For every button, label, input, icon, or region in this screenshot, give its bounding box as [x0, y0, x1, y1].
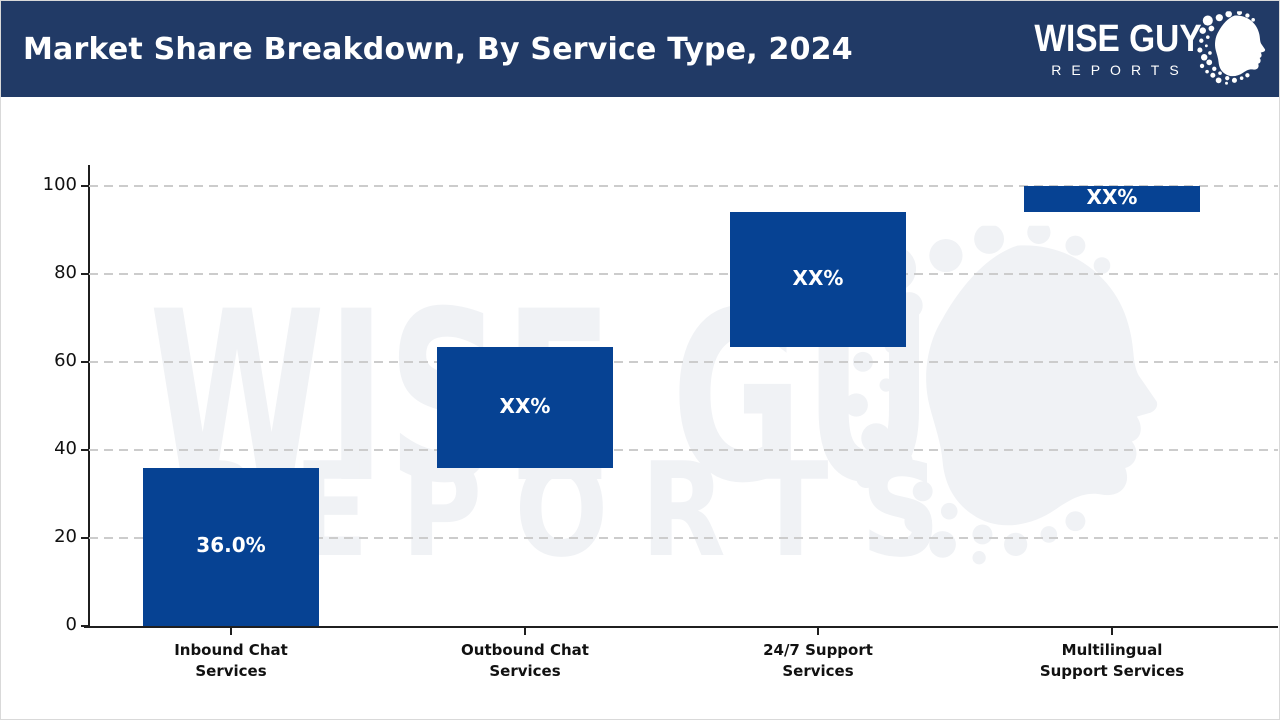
x-tick-mark [230, 628, 232, 635]
bar-segment [1024, 186, 1200, 213]
y-tick-label: 20 [54, 526, 77, 547]
x-tick-mark [817, 628, 819, 635]
category-label: Outbound Chat Services [461, 641, 589, 680]
brand-logo: WISE GUY REPORTS [1023, 9, 1269, 89]
logo-head-icon [1197, 9, 1269, 89]
gridline [89, 361, 1278, 363]
bar-segment [143, 467, 319, 626]
y-tick-label: 100 [42, 174, 77, 195]
bar-value-label: XX% [1086, 185, 1138, 210]
y-tick-mark [81, 185, 88, 187]
chart-area: WISE GU REPORTS 0 20 40 60 80 100 36.0% Inbound… [1, 97, 1279, 717]
bar-value-label: 36.0% [196, 532, 266, 557]
y-tick-mark [81, 449, 88, 451]
category-label: Inbound Chat Services [174, 641, 288, 680]
x-tick-mark [524, 628, 526, 635]
bar-value-label: XX% [792, 265, 844, 290]
x-tick-mark [1111, 628, 1113, 635]
y-tick-label: 80 [54, 262, 77, 283]
plot-area: 0 20 40 60 80 100 36.0% Inbound Chat Services XX… [1, 97, 1279, 717]
y-axis-line [88, 165, 90, 626]
bar-value-label: XX% [499, 393, 551, 418]
y-tick-mark [81, 537, 88, 539]
gridline [89, 449, 1278, 451]
brand-logo-text: WISE GUY REPORTS [1023, 18, 1213, 78]
logo-wordmark: WISE GUY [1034, 18, 1202, 61]
x-axis-line [84, 626, 1278, 628]
logo-subtext: REPORTS [1051, 61, 1189, 78]
category-label: Multilingual Support Services [1039, 641, 1185, 680]
header: Market Share Breakdown, By Service Type,… [1, 1, 1279, 97]
y-tick-mark [81, 361, 88, 363]
y-tick-mark [81, 625, 88, 627]
y-tick-label: 0 [65, 614, 77, 635]
gridline [89, 273, 1278, 275]
gridline [89, 185, 1278, 187]
y-tick-label: 40 [54, 438, 77, 459]
page-title: Market Share Breakdown, By Service Type,… [23, 31, 853, 67]
bar-segment [437, 347, 613, 468]
y-tick-mark [81, 273, 88, 275]
gridline [89, 537, 1278, 539]
category-label: 24/7 Support Services [763, 641, 873, 680]
y-tick-label: 60 [54, 350, 77, 371]
